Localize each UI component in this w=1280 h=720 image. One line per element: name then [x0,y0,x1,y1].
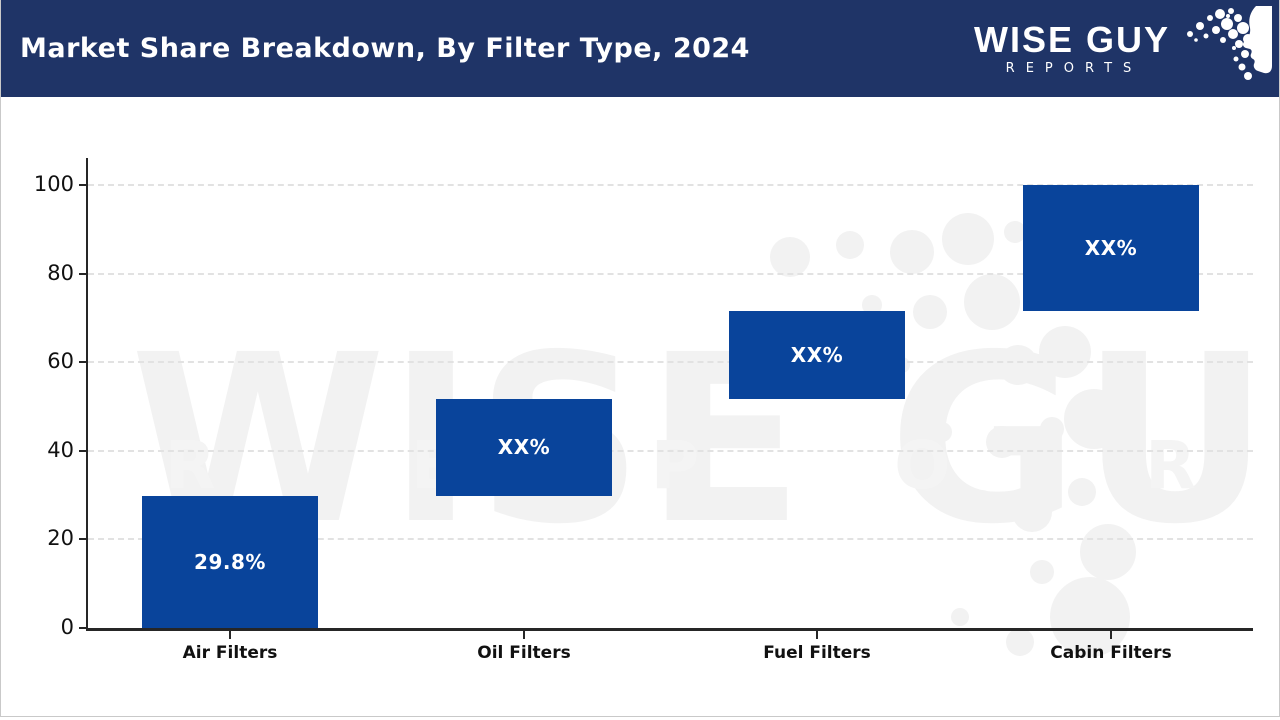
y-tick-mark [79,361,88,364]
gridline [88,272,1253,275]
watermark-dot [964,274,1020,330]
x-tick-label: Air Filters [182,643,278,663]
y-tick-mark [79,272,88,275]
x-tick-label: Cabin Filters [1050,643,1172,663]
bar: XX% [1023,185,1199,312]
watermark-dot [862,295,882,315]
x-tick-label: Oil Filters [477,643,571,663]
y-tick-mark [79,538,88,541]
watermark-dot [1004,221,1026,243]
watermark-dot [970,490,994,514]
y-tick-label: 20 [47,526,74,551]
y-tick-label: 60 [47,349,74,374]
bar-value-label: XX% [790,342,844,367]
x-tick-mark [229,631,231,639]
watermark-dot [890,230,934,274]
y-tick-label: 100 [33,172,74,196]
gridline [88,449,1253,452]
gridline [88,538,1253,541]
watermark-dot [1080,524,1136,580]
y-tick-mark [79,184,88,186]
watermark-dot [1012,492,1052,532]
watermark-dot [1068,478,1096,506]
gridline [88,184,1253,186]
watermark-dot [1039,326,1091,378]
logo-subtitle: REPORTS [1005,60,1143,76]
watermark-dot [1050,577,1130,657]
x-tick-mark [816,631,818,639]
bar-value-label: 29.8% [194,549,266,574]
logo-wordmark: WISE GUY [973,18,1170,60]
y-tick-label: 40 [47,437,74,462]
bar-value-label: XX% [497,435,551,460]
x-tick-mark [523,631,525,639]
header-bar: Market Share Breakdown, By Filter Type, … [0,0,1280,97]
watermark-dot [836,231,864,259]
chart-title: Market Share Breakdown, By Filter Type, … [20,33,750,64]
watermark-dot [1006,628,1034,656]
watermark-dot [1064,389,1124,449]
watermark-dot [986,426,1018,458]
watermark-dot [913,295,947,329]
watermark-dot [998,345,1038,385]
watermark-dot [942,213,994,265]
x-axis [86,628,1253,631]
y-tick-mark [79,627,88,629]
logo-text: WISE GUY REPORTS [973,18,1170,76]
bar: XX% [729,311,905,399]
x-tick-mark [1110,631,1112,639]
bar: XX% [436,398,612,496]
x-tick-label: Fuel Filters [763,643,871,663]
logo-face-icon [1187,5,1272,80]
watermark-dot [932,422,952,442]
y-axis [86,158,88,630]
bar-value-label: XX% [1084,236,1138,261]
chart-plot-area: WISE GU R E P O R T S 02040608010029.8%A… [0,97,1280,720]
watermark-dot [1030,560,1054,584]
wise-guy-logo: WISE GUY REPORTS [974,0,1280,97]
bar: 29.8% [142,495,318,628]
gridline [88,361,1253,364]
watermark-dot [770,237,810,277]
y-tick-label: 80 [47,260,74,285]
watermark-dot [951,608,969,626]
y-tick-label: 0 [60,615,74,639]
watermark-dot [1040,417,1064,441]
y-tick-mark [79,449,88,452]
